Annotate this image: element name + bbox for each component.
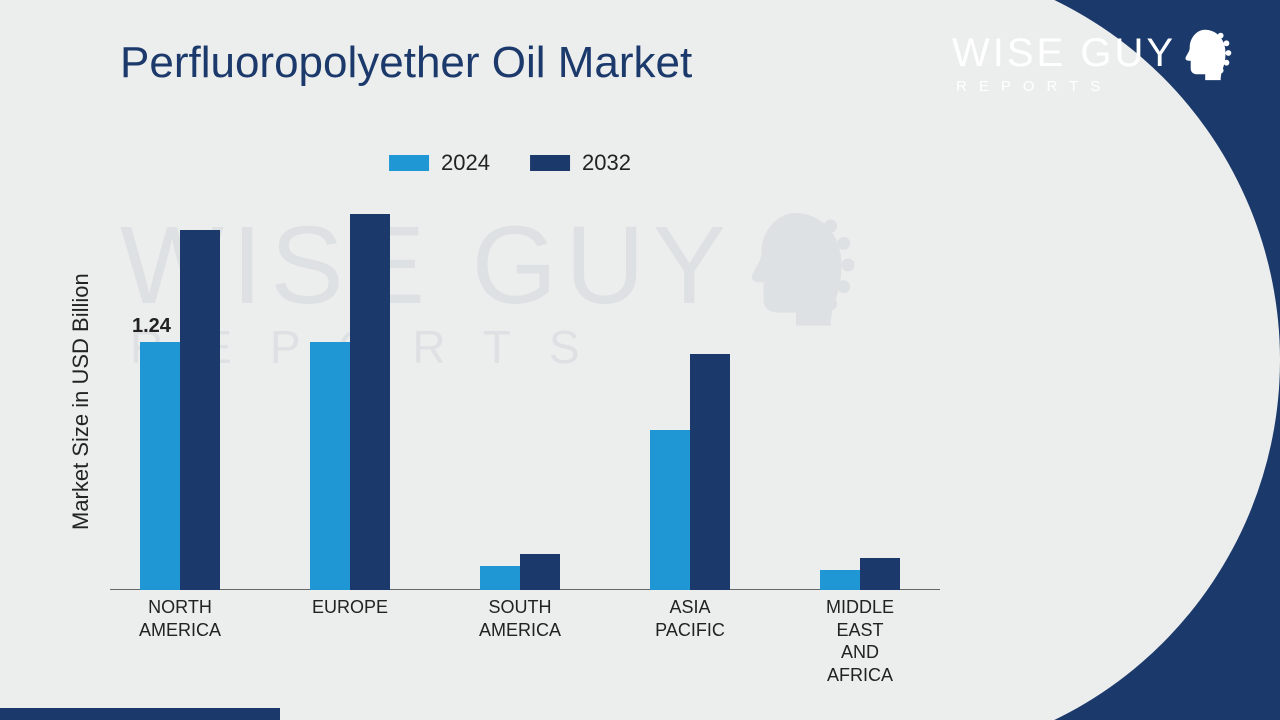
bar-group: ASIAPACIFIC	[620, 354, 760, 590]
legend-item: 2024	[389, 150, 490, 176]
bottom-accent-bar	[0, 708, 280, 720]
category-label: SOUTHAMERICA	[450, 590, 590, 641]
legend-swatch-icon	[530, 155, 570, 171]
category-label: NORTHAMERICA	[110, 590, 250, 641]
bar-2032	[690, 354, 730, 590]
bar-2024	[310, 342, 350, 590]
legend: 2024 2032	[389, 150, 631, 176]
bar-2024	[820, 570, 860, 590]
bar-group: MIDDLEEASTANDAFRICA	[790, 558, 930, 590]
legend-label: 2024	[441, 150, 490, 176]
bar-2032	[180, 230, 220, 590]
bar-group: 1.24NORTHAMERICA	[110, 230, 250, 590]
page-root: WISE GUY REPORTS Perfluoropolyether Oil …	[0, 0, 1280, 720]
legend-item: 2032	[530, 150, 631, 176]
plot-region: 1.24NORTHAMERICAEUROPE SOUTHAMERICA ASIAPA…	[110, 190, 940, 590]
chart-area: Market Size in USD Billion 2024 2032 1.2…	[50, 150, 970, 710]
brain-head-icon	[1182, 24, 1240, 82]
category-label: EUROPE	[280, 590, 420, 619]
bar-2024	[480, 566, 520, 590]
bar-2024	[140, 342, 180, 590]
category-label: ASIAPACIFIC	[620, 590, 760, 641]
legend-label: 2032	[582, 150, 631, 176]
bar-value-label: 1.24	[132, 315, 171, 338]
bar-2032	[520, 554, 560, 590]
chart-title: Perfluoropolyether Oil Market	[120, 38, 692, 88]
y-axis-label: Market Size in USD Billion	[68, 273, 94, 530]
category-label: MIDDLEEASTANDAFRICA	[790, 590, 930, 686]
bar-2024	[650, 430, 690, 590]
legend-swatch-icon	[389, 155, 429, 171]
brand-panel	[950, 0, 1280, 720]
bar-group: EUROPE	[280, 214, 420, 590]
brand-main-text: WISE GUY	[952, 31, 1176, 76]
brand-logo-main: WISE GUY	[952, 24, 1252, 82]
bar-group: SOUTHAMERICA	[450, 554, 590, 590]
brand-logo: WISE GUY REPORTS	[952, 24, 1252, 95]
bar-2032	[860, 558, 900, 590]
bar-2032	[350, 214, 390, 590]
